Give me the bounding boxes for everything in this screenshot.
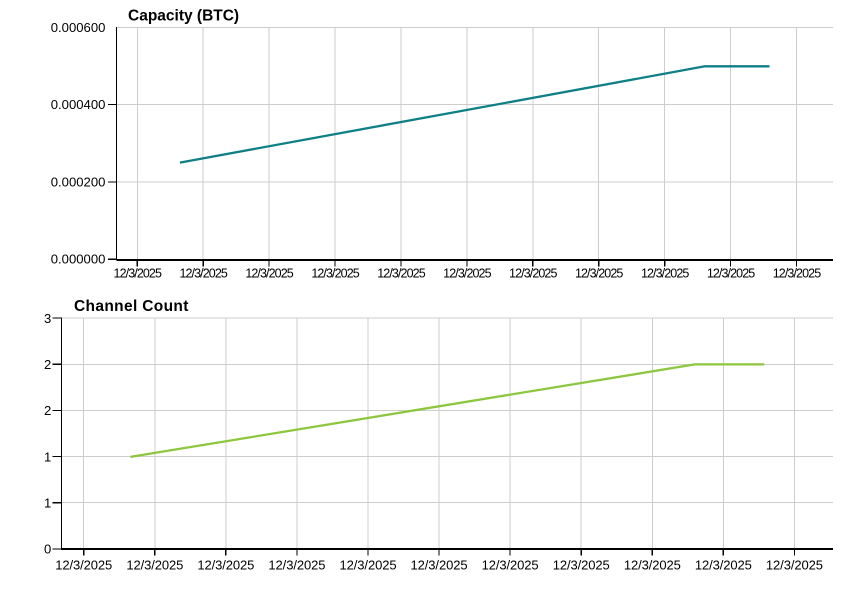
svg-text:3: 3 bbox=[44, 311, 51, 326]
svg-text:12/3/2025: 12/3/2025 bbox=[179, 266, 227, 280]
svg-text:2: 2 bbox=[44, 357, 51, 372]
svg-text:1: 1 bbox=[44, 449, 51, 464]
svg-text:12/3/2025: 12/3/2025 bbox=[268, 557, 325, 572]
svg-text:0.000600: 0.000600 bbox=[51, 20, 106, 35]
svg-text:12/3/2025: 12/3/2025 bbox=[553, 557, 610, 572]
svg-text:12/3/2025: 12/3/2025 bbox=[411, 557, 468, 572]
svg-text:12/3/2025: 12/3/2025 bbox=[340, 557, 397, 572]
svg-text:2: 2 bbox=[44, 403, 51, 418]
svg-text:12/3/2025: 12/3/2025 bbox=[641, 266, 689, 280]
svg-text:12/3/2025: 12/3/2025 bbox=[126, 557, 183, 572]
svg-text:12/3/2025: 12/3/2025 bbox=[766, 557, 823, 572]
svg-text:12/3/2025: 12/3/2025 bbox=[695, 557, 752, 572]
svg-text:0.000400: 0.000400 bbox=[51, 97, 106, 112]
svg-text:12/3/2025: 12/3/2025 bbox=[311, 266, 359, 280]
svg-text:1: 1 bbox=[44, 496, 51, 511]
svg-text:12/3/2025: 12/3/2025 bbox=[377, 266, 425, 280]
svg-text:0: 0 bbox=[44, 542, 51, 557]
svg-text:0.000200: 0.000200 bbox=[51, 174, 106, 189]
svg-text:12/3/2025: 12/3/2025 bbox=[114, 266, 162, 280]
svg-text:Channel Count: Channel Count bbox=[74, 298, 189, 315]
svg-text:12/3/2025: 12/3/2025 bbox=[443, 266, 491, 280]
svg-text:12/3/2025: 12/3/2025 bbox=[245, 266, 293, 280]
svg-text:Capacity (BTC): Capacity (BTC) bbox=[128, 7, 239, 24]
svg-text:12/3/2025: 12/3/2025 bbox=[197, 557, 254, 572]
svg-text:12/3/2025: 12/3/2025 bbox=[773, 266, 821, 280]
svg-text:12/3/2025: 12/3/2025 bbox=[575, 266, 623, 280]
svg-text:0.000000: 0.000000 bbox=[51, 252, 106, 267]
svg-text:12/3/2025: 12/3/2025 bbox=[624, 557, 681, 572]
svg-text:12/3/2025: 12/3/2025 bbox=[55, 557, 112, 572]
svg-text:12/3/2025: 12/3/2025 bbox=[707, 266, 755, 280]
svg-text:12/3/2025: 12/3/2025 bbox=[509, 266, 557, 280]
svg-text:12/3/2025: 12/3/2025 bbox=[482, 557, 539, 572]
